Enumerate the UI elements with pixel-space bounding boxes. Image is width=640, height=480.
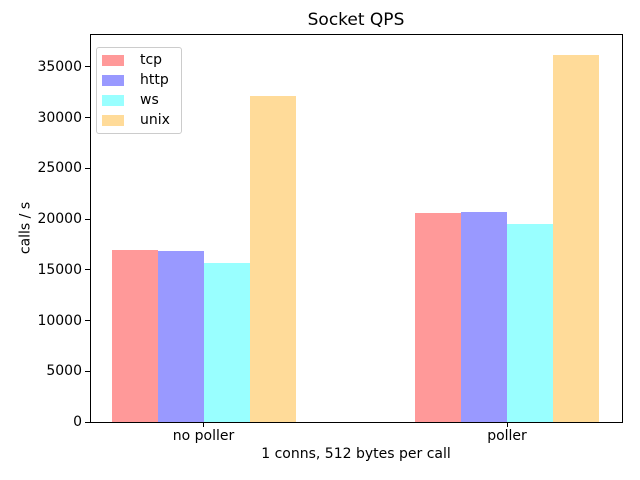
- bar-unix-no-poller: [249, 96, 296, 422]
- legend-label-http: http: [140, 72, 169, 88]
- ytick-mark: [85, 370, 90, 372]
- y-axis-label: calls / s: [17, 201, 34, 255]
- ytick-mark: [85, 269, 90, 271]
- legend-label-tcp: tcp: [140, 52, 163, 68]
- ytick-mark: [85, 421, 90, 423]
- legend-swatch-ws: [102, 95, 124, 106]
- bar-http-poller: [461, 212, 507, 422]
- ytick-label-30000: 30000: [37, 109, 82, 126]
- ytick-mark: [85, 167, 90, 169]
- bar-tcp-no-poller: [111, 250, 158, 422]
- ytick-mark: [85, 117, 90, 119]
- legend-swatch-tcp: [102, 55, 124, 66]
- legend-swatch-http: [102, 75, 124, 86]
- x-axis-label: 1 conns, 512 bytes per call: [261, 446, 451, 462]
- ytick-label-0: 0: [73, 414, 82, 430]
- ytick-mark: [85, 218, 90, 220]
- legend-item-tcp: tcp: [102, 52, 170, 68]
- xtick-mark: [203, 422, 204, 427]
- xtick-label-poller: poller: [487, 428, 527, 444]
- ytick-mark: [85, 66, 90, 68]
- ytick-label-25000: 25000: [37, 160, 82, 177]
- legend-label-unix: unix: [140, 112, 170, 128]
- bar-ws-poller: [507, 224, 553, 422]
- legend-item-unix: unix: [102, 112, 170, 128]
- ytick-label-15000: 15000: [37, 261, 82, 278]
- legend: tcp http ws unix: [96, 47, 182, 134]
- xtick-label-no-poller: no poller: [172, 428, 235, 444]
- legend-label-ws: ws: [140, 92, 159, 108]
- chart-title: Socket QPS: [307, 10, 405, 30]
- ytick-label-20000: 20000: [37, 211, 82, 228]
- bar-ws-no-poller: [203, 263, 250, 422]
- ytick-label-10000: 10000: [37, 312, 82, 329]
- legend-swatch-unix: [102, 115, 124, 126]
- ytick-label-35000: 35000: [37, 58, 82, 75]
- ytick-label-5000: 5000: [46, 363, 82, 380]
- legend-item-ws: ws: [102, 92, 170, 108]
- bar-tcp-poller: [415, 213, 461, 422]
- bar-http-no-poller: [157, 251, 204, 422]
- legend-item-http: http: [102, 72, 170, 88]
- xtick-mark: [506, 422, 508, 427]
- ytick-mark: [85, 320, 90, 322]
- bar-unix-poller: [553, 55, 599, 422]
